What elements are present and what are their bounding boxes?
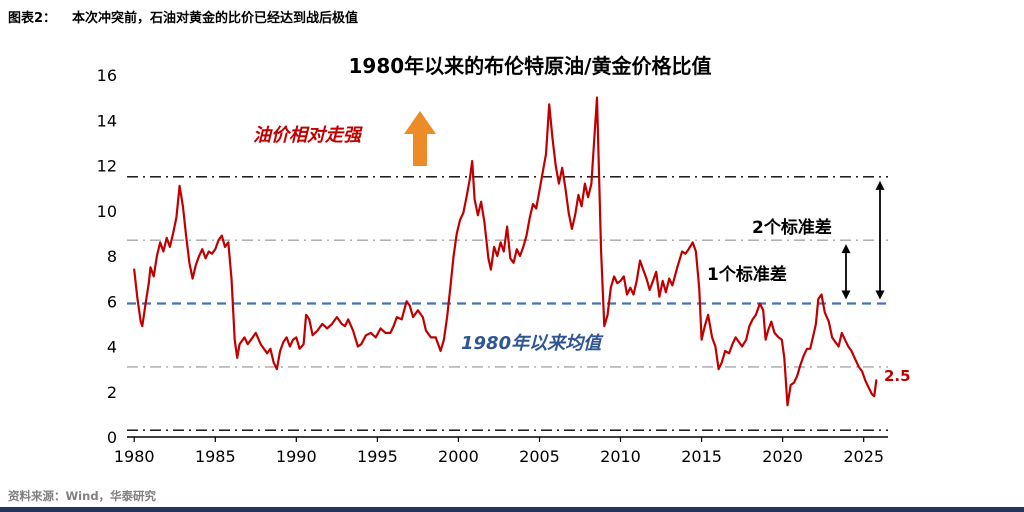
x-tick-label: 2020	[762, 447, 803, 466]
annotation-mean-since-1980: 1980年以来均值	[461, 333, 602, 354]
y-tick-label: 12	[97, 157, 117, 176]
x-tick-label: 1980	[114, 447, 155, 466]
two-std-range-arrow-arrowhead-bottom	[875, 290, 885, 300]
figure-caption: 图表2： 本次冲突前，石油对黄金的比价已经达到战后极值	[8, 7, 358, 26]
chart-title: 1980年以来的布伦特原油/黄金价格比值	[348, 54, 712, 78]
y-tick-label: 10	[97, 202, 117, 221]
x-tick-label: 2000	[438, 447, 479, 466]
y-tick-label: 16	[97, 66, 117, 85]
annotation-two-std: 2个标准差	[752, 218, 832, 238]
y-tick-label: 2	[107, 383, 117, 402]
y-tick-label: 4	[107, 338, 117, 357]
oil-stronger-up-arrow-icon	[404, 111, 436, 166]
one-std-range-arrow-arrowhead-top	[841, 244, 851, 254]
y-tick-label: 8	[107, 247, 117, 266]
annotation-oil-stronger: 油价相对走强	[253, 125, 361, 146]
y-tick-label: 0	[107, 428, 117, 447]
x-tick-label: 1990	[276, 447, 317, 466]
y-tick-label: 14	[97, 111, 117, 130]
x-tick-label: 2010	[600, 447, 641, 466]
x-tick-label: 1995	[357, 447, 398, 466]
x-tick-label: 2015	[681, 447, 722, 466]
x-tick-label: 2005	[519, 447, 560, 466]
two-std-range-arrow-arrowhead-top	[875, 180, 885, 190]
figure-caption-text: 本次冲突前，石油对黄金的比价已经达到战后极值	[72, 11, 359, 26]
series-end-value-label: 2.5	[884, 367, 911, 385]
footer-divider-bar	[0, 507, 1024, 512]
x-tick-label: 1985	[195, 447, 236, 466]
y-tick-label: 6	[107, 292, 117, 311]
figure-number: 图表2：	[8, 11, 57, 26]
ratio-series-line	[133, 96, 878, 407]
one-std-range-arrow-arrowhead-bottom	[841, 290, 851, 300]
x-tick-label: 2025	[843, 447, 884, 466]
annotation-one-std: 1个标准差	[707, 265, 787, 285]
source-note: 资料来源：Wind，华泰研究	[8, 489, 157, 503]
